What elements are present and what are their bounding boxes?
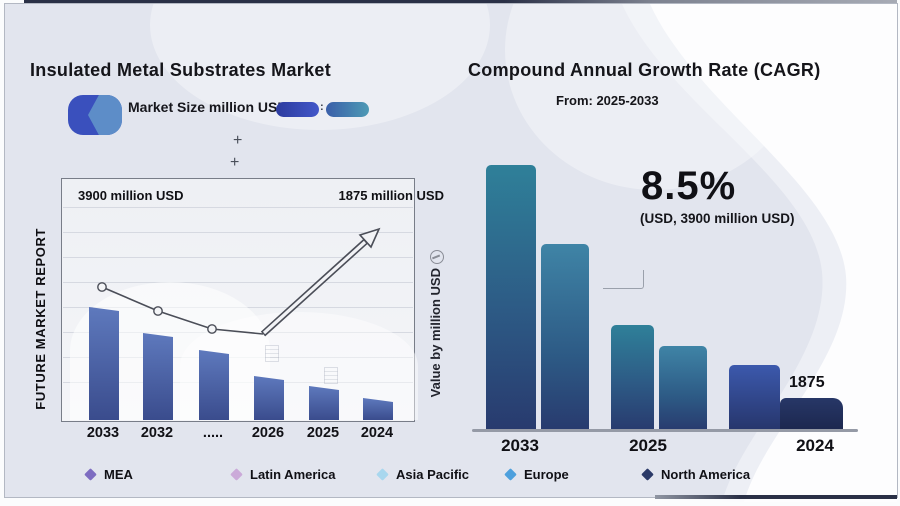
bottom-accent-line <box>655 495 897 499</box>
market-bar-..... <box>199 350 229 420</box>
market-bars <box>62 179 414 421</box>
market-bar-2026 <box>254 376 284 420</box>
ghost-document-icon <box>324 367 338 384</box>
market-bar-2033 <box>89 307 119 420</box>
plus-mark: + <box>230 154 240 171</box>
trend-arrow <box>97 227 381 337</box>
market-xlabel-2025: 2025 <box>306 425 340 441</box>
value-label-1875: 1875 <box>789 374 825 391</box>
pill-separator: : <box>320 101 324 113</box>
circle-minus-icon <box>430 250 444 264</box>
market-xlabel-2026: 2026 <box>251 425 285 441</box>
cylinder-icon <box>68 95 122 135</box>
market-bar-2024 <box>363 398 393 420</box>
market-xlabels: 2033 2032..... 2026 2025 2024 <box>61 425 415 443</box>
market-xlabel-2032: 2032 <box>140 425 174 441</box>
market-bar-2032 <box>143 333 173 420</box>
future-market-report-watermark: FUTURE MARKET REPORT <box>33 228 48 410</box>
cagr-value: 8.5% <box>641 164 737 208</box>
ghost-document-icon <box>265 345 279 362</box>
pill-badge-dark <box>276 102 319 117</box>
annotation-3900: 3900 million USD <box>78 188 184 203</box>
plus-mark: + <box>233 132 243 149</box>
cagr-title: Compound Annual Growth Rate (CAGR) <box>468 60 821 80</box>
value-axis-label: Value by million USD <box>428 268 443 398</box>
cagr-subtitle: From: 2025-2033 <box>556 93 659 108</box>
page-title: Insulated Metal Substrates Market <box>30 60 331 80</box>
market-bar-2025 <box>309 386 339 420</box>
cagr-note: (USD, 3900 million USD) <box>640 211 795 226</box>
market-size-label: Market Size million USD <box>128 99 288 115</box>
market-xlabel-.....: ..... <box>202 425 224 441</box>
top-accent-line <box>24 0 897 3</box>
market-size-chart: 3900 million USD 1875 million USD <box>61 178 444 422</box>
annotation-1875: 1875 million USD <box>338 188 444 203</box>
market-xlabel-2033: 2033 <box>86 425 120 441</box>
market-xlabel-2024: 2024 <box>360 425 394 441</box>
step-outline-decoration <box>603 270 644 289</box>
pill-badge-teal <box>326 102 369 117</box>
cagr-axis-line <box>472 429 858 432</box>
